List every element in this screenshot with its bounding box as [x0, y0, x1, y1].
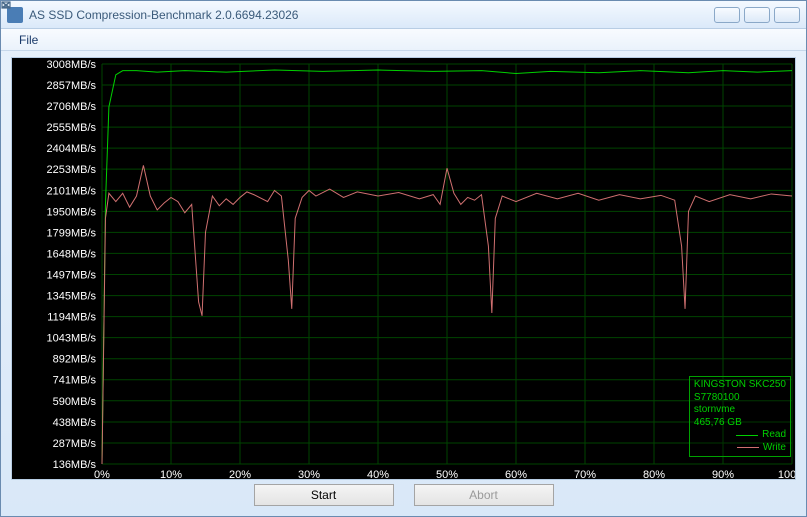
svg-text:40%: 40%	[367, 469, 389, 479]
svg-text:892MB/s: 892MB/s	[53, 354, 97, 366]
compression-chart: 3008MB/s 2857MB/s 2706MB/s 2555MB/s 2404MB/s…	[12, 58, 795, 479]
svg-text:1345MB/s: 1345MB/s	[46, 291, 96, 303]
close-button[interactable]	[774, 7, 800, 23]
menu-file[interactable]: File	[11, 31, 46, 49]
legend-driver: stornvme	[694, 404, 786, 417]
svg-text:90%: 90%	[712, 469, 734, 479]
window-title: AS SSD Compression-Benchmark 2.0.6694.23…	[29, 8, 714, 22]
svg-text:438MB/s: 438MB/s	[53, 417, 97, 429]
svg-text:2857MB/s: 2857MB/s	[46, 80, 96, 92]
svg-text:60%: 60%	[505, 469, 527, 479]
maximize-button[interactable]	[744, 7, 770, 23]
svg-text:1648MB/s: 1648MB/s	[46, 248, 96, 260]
svg-text:10%: 10%	[160, 469, 182, 479]
svg-text:100%: 100%	[778, 469, 795, 479]
svg-text:3008MB/s: 3008MB/s	[46, 59, 96, 71]
legend-write-label: Write	[763, 442, 786, 455]
app-window: AS SSD Compression-Benchmark 2.0.6694.23…	[0, 0, 807, 517]
window-controls	[714, 7, 800, 23]
start-button[interactable]: Start	[254, 484, 394, 506]
svg-text:741MB/s: 741MB/s	[53, 375, 97, 387]
minimize-button[interactable]	[714, 7, 740, 23]
legend-box: KINGSTON SKC250 S7780100 stornvme 465,76…	[689, 376, 791, 457]
legend-device-1: KINGSTON SKC250	[694, 379, 786, 392]
svg-text:50%: 50%	[436, 469, 458, 479]
svg-text:1950MB/s: 1950MB/s	[46, 206, 96, 218]
legend-device-2: S7780100	[694, 392, 786, 405]
svg-text:1497MB/s: 1497MB/s	[46, 269, 96, 281]
svg-text:136MB/s: 136MB/s	[53, 459, 97, 471]
legend-capacity: 465,76 GB	[694, 417, 786, 430]
svg-text:1043MB/s: 1043MB/s	[46, 333, 96, 345]
svg-text:30%: 30%	[298, 469, 320, 479]
legend-read-label: Read	[762, 429, 786, 442]
svg-text:287MB/s: 287MB/s	[53, 438, 97, 450]
legend-read-row: Read	[694, 429, 786, 442]
svg-text:2555MB/s: 2555MB/s	[46, 122, 96, 134]
svg-text:70%: 70%	[574, 469, 596, 479]
svg-text:0%: 0%	[94, 469, 110, 479]
content-panel: 3008MB/s 2857MB/s 2706MB/s 2555MB/s 2404MB/s…	[11, 57, 796, 480]
svg-text:590MB/s: 590MB/s	[53, 396, 97, 408]
svg-text:80%: 80%	[643, 469, 665, 479]
svg-text:20%: 20%	[229, 469, 251, 479]
svg-text:1799MB/s: 1799MB/s	[46, 227, 96, 239]
svg-text:2101MB/s: 2101MB/s	[46, 185, 96, 197]
close-icon	[1, 1, 11, 9]
legend-read-line	[736, 435, 758, 436]
svg-text:2706MB/s: 2706MB/s	[46, 101, 96, 113]
menubar: File	[1, 29, 806, 51]
svg-text:2253MB/s: 2253MB/s	[46, 164, 96, 176]
button-row: Start Abort	[1, 484, 806, 510]
legend-write-row: Write	[694, 442, 786, 455]
titlebar: AS SSD Compression-Benchmark 2.0.6694.23…	[1, 1, 806, 29]
svg-text:1194MB/s: 1194MB/s	[47, 312, 96, 324]
abort-button[interactable]: Abort	[414, 484, 554, 506]
svg-text:2404MB/s: 2404MB/s	[46, 143, 96, 155]
legend-write-line	[737, 447, 759, 448]
